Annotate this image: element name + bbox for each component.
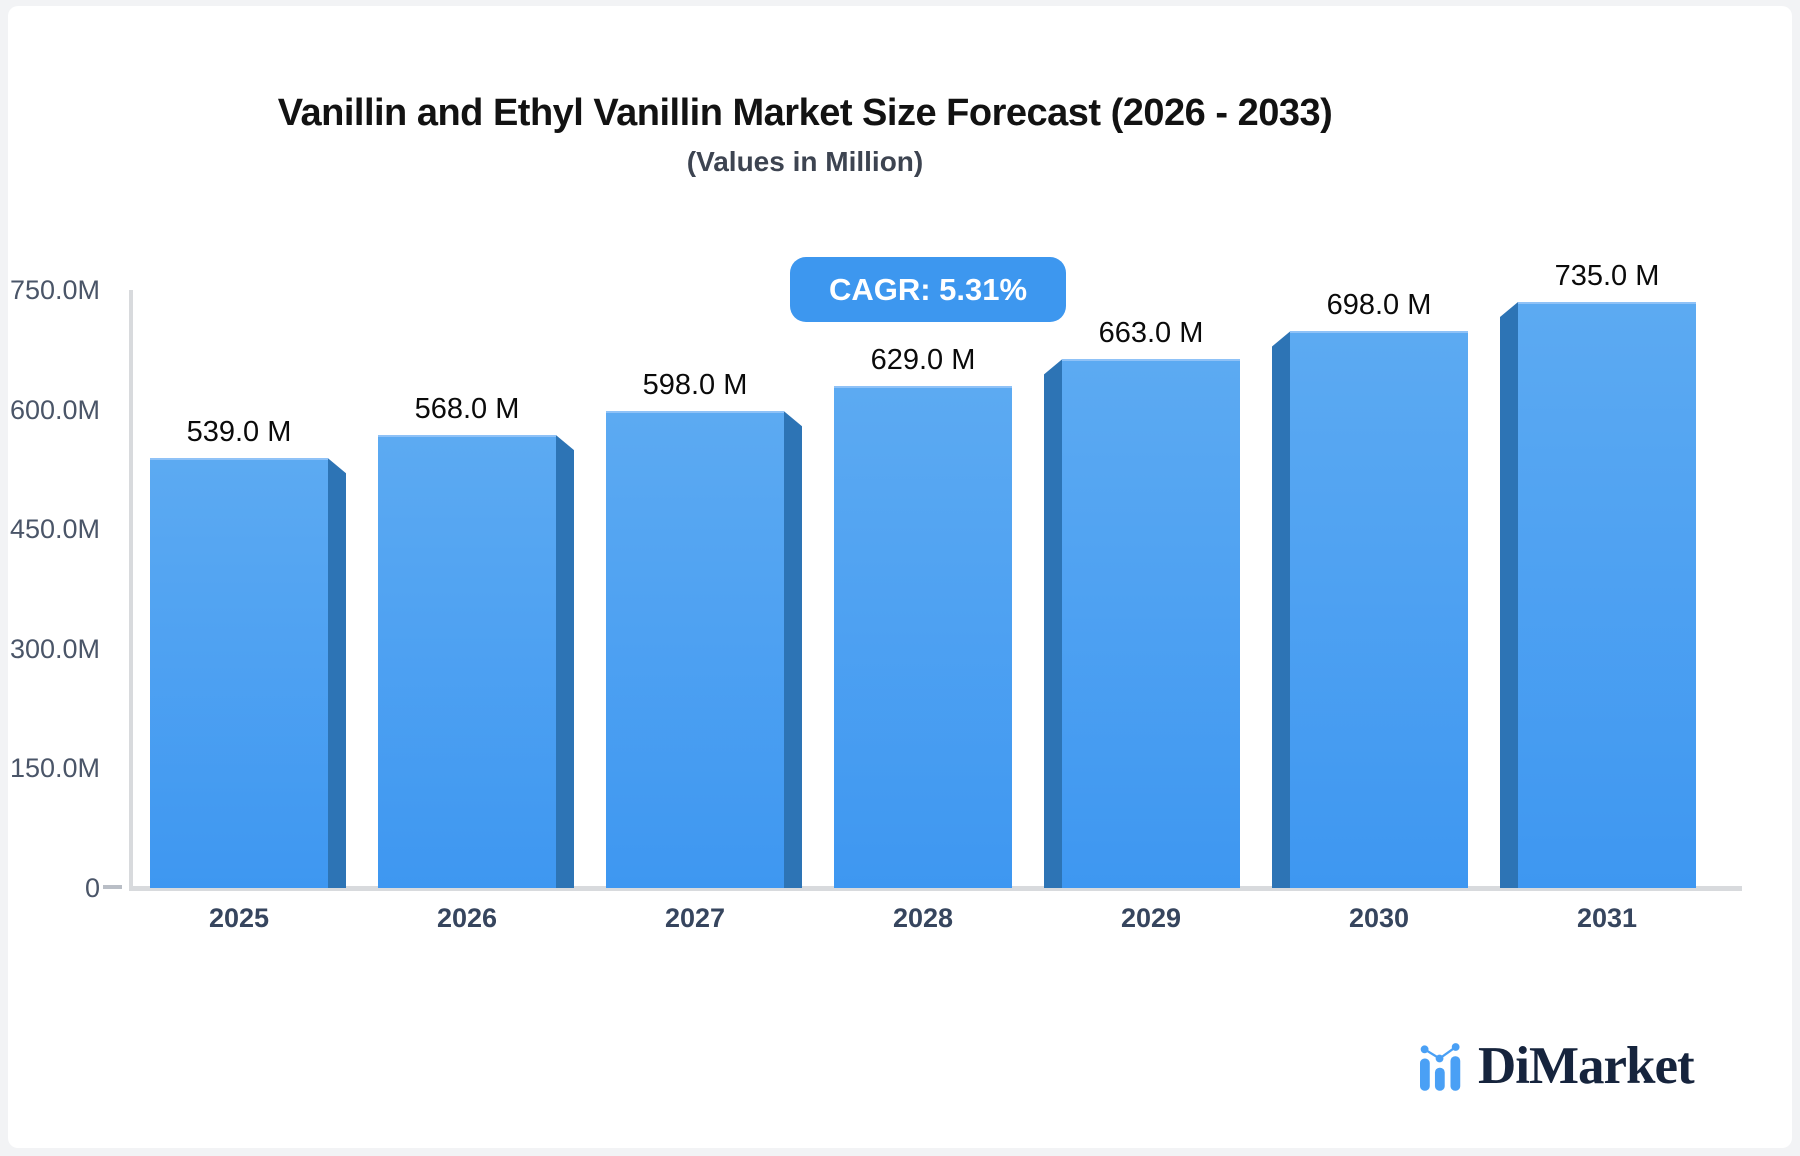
bar-value-label: 698.0 M: [1326, 289, 1432, 322]
x-axis-line: [129, 886, 1742, 891]
y-tick-label: 300.0M: [9, 633, 100, 664]
x-axis-label: 2030: [1348, 903, 1410, 933]
bar-value-label: 568.0 M: [414, 393, 520, 426]
y-tick-label: 450.0M: [9, 514, 100, 545]
bar-2028: [834, 386, 1012, 888]
bar-value-label: 629.0 M: [870, 344, 976, 377]
bar-2026: [378, 435, 556, 888]
y-axis-line: [129, 290, 133, 889]
brand-name: DiMarket: [1478, 1037, 1695, 1095]
bar-2025: [150, 458, 328, 888]
x-axis-label: 2025: [208, 903, 270, 933]
bar-3d-side: [328, 458, 346, 888]
y-tick-label: 750.0M: [9, 275, 100, 305]
x-axis-label: 2029: [1120, 903, 1182, 933]
bar-2027: [606, 411, 784, 888]
y-tick-label: 0: [84, 873, 100, 903]
bar-value-label: 598.0 M: [642, 369, 748, 402]
bar-3d-side: [556, 435, 574, 888]
bar-3d-side: [1272, 331, 1290, 888]
y-tick-label: 600.0M: [9, 394, 100, 425]
bar-chart-logo-icon: [1420, 1043, 1461, 1091]
y-tick-label: 150.0M: [9, 753, 100, 784]
brand-logo: DiMarket: [1420, 1036, 1695, 1096]
x-axis-label: 2027: [664, 903, 726, 933]
x-axis-label: 2028: [892, 903, 954, 933]
bar-3d-side: [784, 411, 802, 888]
zero-tick-mark: [103, 885, 122, 889]
x-axis-label: 2026: [436, 903, 498, 933]
chart-subtitle: (Values in Million): [686, 146, 924, 177]
chart-title: Vanillin and Ethyl Vanillin Market Size …: [277, 92, 1333, 134]
bar-2031: [1518, 301, 1696, 888]
bar-3d-side: [1500, 301, 1518, 888]
bar-value-label: 539.0 M: [186, 416, 292, 449]
cagr-badge: CAGR: 5.31%: [790, 257, 1066, 322]
bar-value-label: 663.0 M: [1098, 317, 1204, 350]
bar-2030: [1290, 331, 1468, 888]
bar-value-label: 735.0 M: [1554, 259, 1660, 292]
bar-3d-side: [1044, 359, 1062, 888]
x-axis-label: 2031: [1576, 903, 1638, 933]
bar-2029: [1062, 359, 1240, 888]
